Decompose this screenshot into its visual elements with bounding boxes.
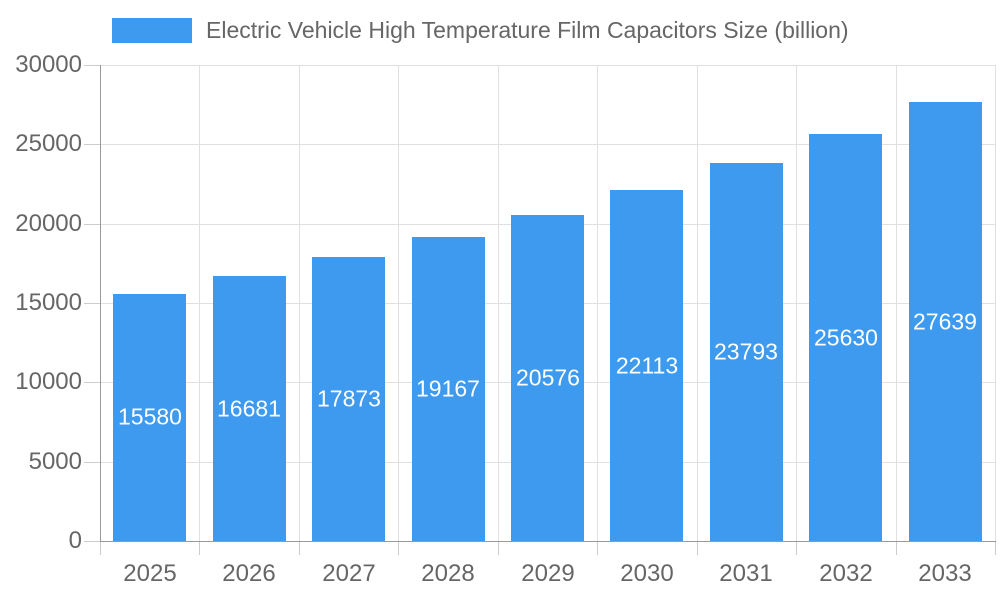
x-axis-label: 2025 (123, 560, 177, 587)
y-axis-tick-mark (84, 382, 100, 383)
gridline-horizontal (100, 65, 996, 66)
legend-label: Electric Vehicle High Temperature Film C… (206, 17, 849, 43)
y-axis-tick-label: 10000 (15, 368, 82, 395)
x-axis-label: 2032 (819, 560, 873, 587)
gridline-horizontal (100, 144, 996, 145)
x-axis-tick-mark (498, 541, 499, 555)
legend-swatch-icon (112, 18, 192, 43)
bar[interactable] (412, 237, 485, 541)
bar-value-label: 15580 (118, 403, 182, 430)
bar[interactable] (113, 294, 186, 541)
bar-value-label: 17873 (317, 385, 381, 412)
x-axis-tick-mark (597, 541, 598, 555)
bar[interactable] (511, 215, 584, 541)
gridline-vertical (796, 65, 797, 541)
y-axis-tick-mark (84, 144, 100, 145)
y-axis-tick-label: 25000 (15, 130, 82, 157)
x-axis-label: 2027 (322, 560, 376, 587)
y-axis-line (100, 65, 101, 541)
bar-value-label: 19167 (416, 375, 480, 402)
x-axis-tick-mark (199, 541, 200, 555)
bar-value-label: 27639 (913, 308, 977, 335)
x-axis-label: 2029 (521, 560, 575, 587)
x-axis-line (100, 541, 996, 542)
gridline-vertical (896, 65, 897, 541)
bar[interactable] (909, 102, 982, 541)
y-axis-tick-mark (84, 224, 100, 225)
gridline-vertical (995, 65, 996, 541)
x-axis-label: 2031 (719, 560, 773, 587)
x-axis-tick-mark (697, 541, 698, 555)
bar[interactable] (213, 276, 286, 541)
x-axis-tick-mark (299, 541, 300, 555)
x-axis-tick-mark (995, 541, 996, 555)
gridline-vertical (199, 65, 200, 541)
y-axis-tick-label: 20000 (15, 210, 82, 237)
x-axis-label: 2026 (222, 560, 276, 587)
gridline-vertical (299, 65, 300, 541)
y-axis-tick-mark (84, 541, 100, 542)
gridline-vertical (597, 65, 598, 541)
bar[interactable] (710, 163, 783, 541)
bar[interactable] (809, 134, 882, 541)
gridline-vertical (498, 65, 499, 541)
bar-value-label: 16681 (217, 395, 281, 422)
y-axis-tick-label: 5000 (28, 448, 82, 475)
x-axis-label: 2028 (421, 560, 475, 587)
x-axis-tick-mark (100, 541, 101, 555)
gridline-vertical (398, 65, 399, 541)
legend-item[interactable]: Electric Vehicle High Temperature Film C… (112, 17, 849, 44)
y-axis-tick-mark (84, 303, 100, 304)
bar[interactable] (610, 190, 683, 541)
bar-value-label: 25630 (814, 324, 878, 351)
y-axis-tick-label: 15000 (15, 289, 82, 316)
x-axis-tick-mark (398, 541, 399, 555)
bar-value-label: 20576 (516, 364, 580, 391)
y-axis-tick-mark (84, 462, 100, 463)
y-axis-tick-label: 30000 (15, 51, 82, 78)
x-axis-tick-mark (796, 541, 797, 555)
gridline-vertical (697, 65, 698, 541)
bar[interactable] (312, 257, 385, 541)
bar-value-label: 23793 (714, 338, 778, 365)
y-axis-tick-label: 0 (68, 527, 82, 554)
y-axis-tick-mark (84, 65, 100, 66)
x-axis-label: 2030 (620, 560, 674, 587)
x-axis-label: 2033 (918, 560, 972, 587)
bar-value-label: 22113 (615, 352, 679, 379)
x-axis-tick-mark (896, 541, 897, 555)
